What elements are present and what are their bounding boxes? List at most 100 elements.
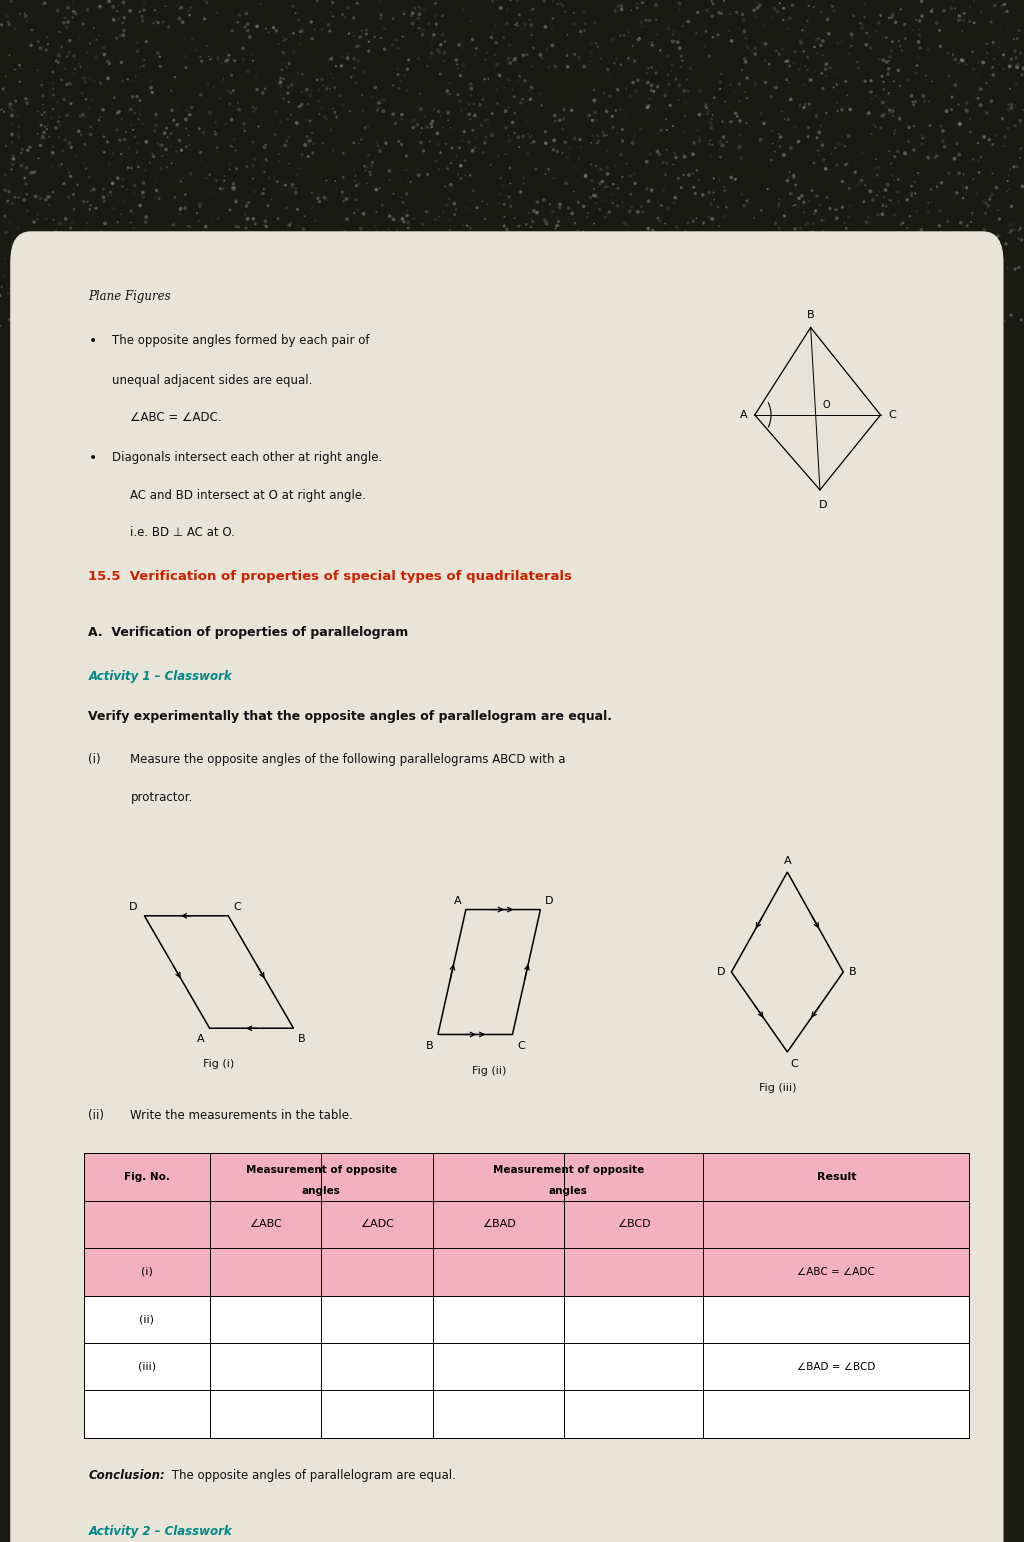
Point bbox=[226, 48, 243, 72]
Point bbox=[60, 160, 77, 185]
Point bbox=[1016, 56, 1024, 80]
Text: Fig (i): Fig (i) bbox=[204, 1059, 234, 1070]
Point bbox=[51, 113, 68, 137]
Point bbox=[424, 250, 440, 274]
Point bbox=[55, 11, 72, 35]
Point bbox=[724, 304, 740, 328]
Point bbox=[191, 208, 208, 233]
Point bbox=[240, 304, 256, 328]
Point bbox=[973, 77, 989, 102]
Point bbox=[983, 9, 999, 34]
Point bbox=[342, 99, 358, 123]
Point bbox=[947, 46, 964, 71]
Point bbox=[441, 82, 458, 106]
Point bbox=[458, 196, 474, 221]
Point bbox=[180, 123, 197, 148]
Point bbox=[152, 54, 168, 79]
Point bbox=[360, 39, 377, 63]
Point bbox=[959, 253, 976, 278]
Point bbox=[105, 0, 122, 19]
Point bbox=[609, 120, 626, 145]
Point bbox=[398, 262, 415, 287]
Point bbox=[524, 54, 541, 79]
Point bbox=[80, 40, 96, 65]
Text: •: • bbox=[88, 452, 96, 466]
Point bbox=[922, 113, 938, 137]
Point bbox=[727, 167, 743, 191]
Point bbox=[178, 106, 195, 131]
Point bbox=[311, 102, 328, 126]
Point bbox=[632, 308, 648, 333]
Point bbox=[397, 0, 414, 25]
Bar bbox=[84, 1343, 969, 1391]
Point bbox=[819, 296, 836, 321]
Point bbox=[24, 253, 40, 278]
Point bbox=[223, 273, 240, 298]
Point bbox=[157, 245, 173, 270]
Point bbox=[727, 185, 743, 210]
Point bbox=[824, 233, 841, 258]
Point bbox=[104, 171, 121, 196]
Point bbox=[877, 307, 893, 332]
Text: Plane Figures: Plane Figures bbox=[88, 290, 171, 304]
Point bbox=[648, 0, 665, 17]
Point bbox=[352, 25, 369, 49]
Point bbox=[483, 305, 500, 330]
Point bbox=[74, 82, 90, 106]
Text: AC and BD intersect at O at right angle.: AC and BD intersect at O at right angle. bbox=[130, 489, 367, 501]
Point bbox=[547, 103, 563, 128]
Point bbox=[586, 88, 602, 113]
Point bbox=[966, 319, 982, 344]
Point bbox=[515, 43, 531, 68]
Point bbox=[402, 308, 419, 333]
Point bbox=[271, 69, 288, 94]
Point bbox=[753, 102, 769, 126]
Point bbox=[75, 274, 91, 299]
Point bbox=[461, 261, 477, 285]
Point bbox=[175, 322, 191, 347]
Point bbox=[450, 83, 466, 108]
Point bbox=[1011, 227, 1024, 251]
Point bbox=[479, 193, 496, 217]
Point bbox=[500, 46, 516, 71]
Point bbox=[928, 281, 944, 305]
Point bbox=[487, 14, 504, 39]
Point bbox=[663, 59, 679, 83]
Point bbox=[105, 258, 122, 282]
Point bbox=[385, 228, 401, 253]
Point bbox=[470, 307, 486, 332]
Point bbox=[984, 133, 1000, 157]
Point bbox=[404, 0, 421, 25]
Point bbox=[681, 162, 697, 187]
Point bbox=[58, 265, 75, 290]
Point bbox=[861, 188, 878, 213]
Text: (iii): (iii) bbox=[137, 1362, 156, 1372]
Point bbox=[395, 210, 412, 234]
Point bbox=[862, 241, 879, 265]
Point bbox=[677, 247, 693, 271]
Point bbox=[109, 26, 125, 51]
Point bbox=[688, 17, 705, 42]
Point bbox=[858, 20, 874, 45]
Point bbox=[765, 299, 781, 324]
Text: C: C bbox=[232, 902, 241, 911]
Point bbox=[901, 83, 918, 108]
Point bbox=[238, 202, 254, 227]
Point bbox=[870, 179, 887, 204]
Point bbox=[101, 0, 118, 14]
Point bbox=[841, 299, 857, 324]
Point bbox=[876, 185, 892, 210]
Point bbox=[229, 311, 246, 336]
Point bbox=[253, 231, 269, 256]
Point bbox=[684, 160, 700, 185]
Point bbox=[412, 2, 428, 26]
Point bbox=[484, 308, 501, 333]
Point bbox=[740, 239, 757, 264]
Point bbox=[722, 109, 738, 134]
Point bbox=[97, 211, 114, 236]
Point bbox=[263, 271, 280, 296]
Point bbox=[85, 15, 101, 40]
Point bbox=[225, 94, 242, 119]
Point bbox=[829, 271, 846, 296]
Point bbox=[204, 313, 220, 338]
